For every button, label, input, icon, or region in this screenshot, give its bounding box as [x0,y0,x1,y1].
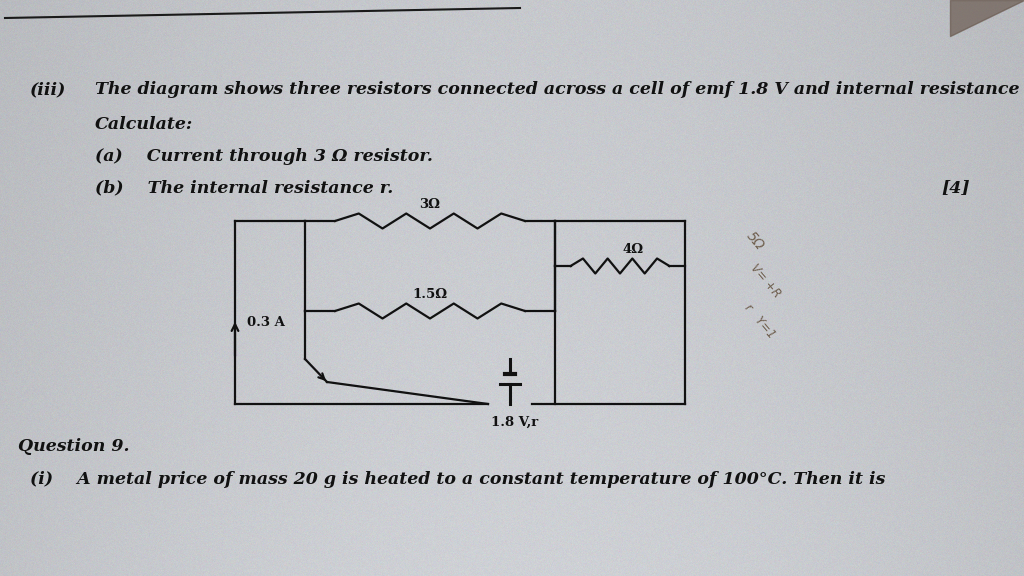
Text: Calculate:: Calculate: [95,116,194,133]
Text: 5Ω: 5Ω [743,229,767,253]
Text: (i)    A metal price of mass 20 g is heated to a constant temperature of 100°C. : (i) A metal price of mass 20 g is heated… [30,471,886,488]
Text: 3Ω: 3Ω [420,198,440,211]
Text: 4Ω: 4Ω [623,243,643,256]
Text: 1.5Ω: 1.5Ω [413,288,447,301]
Text: [4]: [4] [941,179,970,196]
Text: The diagram shows three resistors connected across a cell of emf 1.8 V and inter: The diagram shows three resistors connec… [95,81,1024,98]
Text: (b)    The internal resistance r.: (b) The internal resistance r. [95,179,393,196]
Text: Question 9.: Question 9. [18,438,129,455]
Text: 1.8 V,r: 1.8 V,r [492,416,539,429]
Text: 0.3 A: 0.3 A [247,316,285,329]
Text: (iii): (iii) [30,81,67,98]
Text: V= +R: V= +R [748,262,782,300]
Text: r   Y=1: r Y=1 [742,301,778,341]
Text: (a)    Current through 3 Ω resistor.: (a) Current through 3 Ω resistor. [95,148,433,165]
